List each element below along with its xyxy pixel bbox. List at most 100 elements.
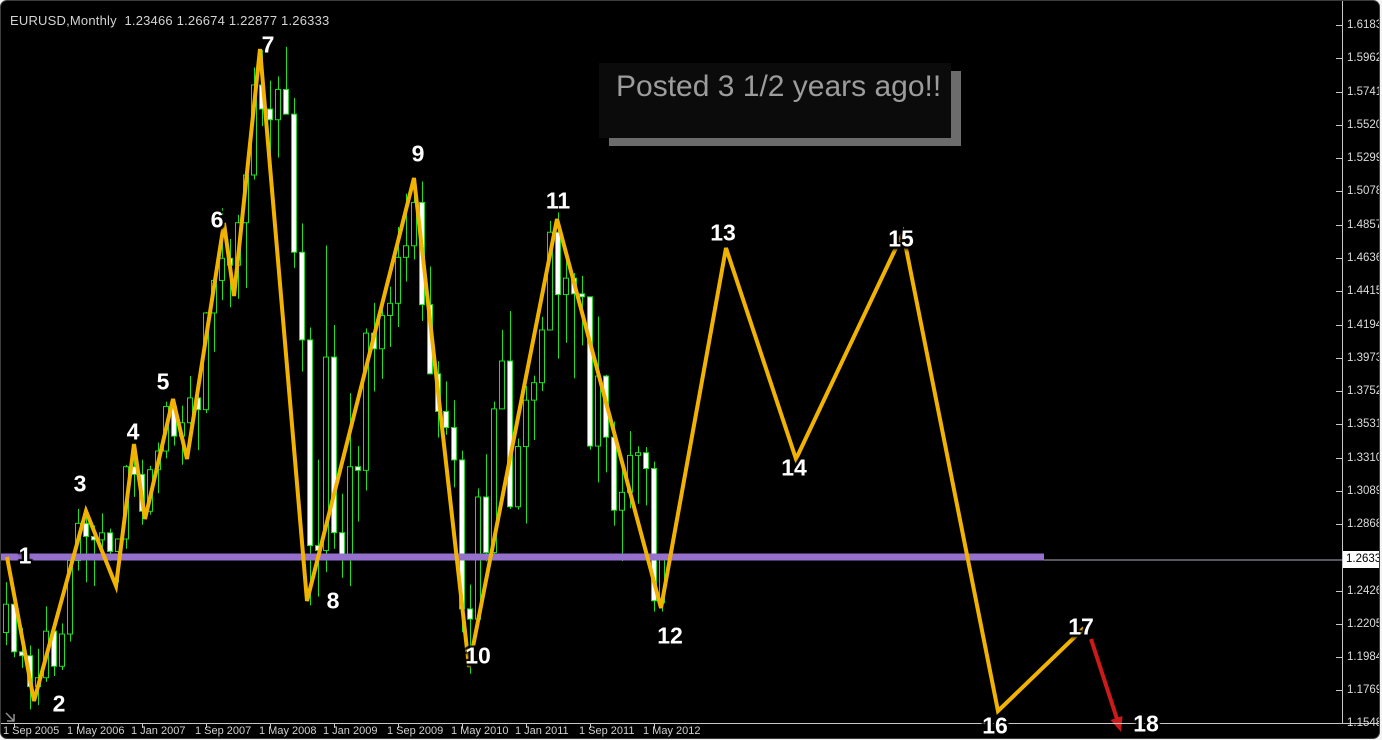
candle-body bbox=[467, 608, 473, 620]
y-axis-label: 1.35310 bbox=[1347, 418, 1379, 430]
candle-body bbox=[67, 560, 73, 635]
y-axis-label: 1.57410 bbox=[1347, 86, 1379, 98]
y-axis-label: 1.19840 bbox=[1347, 651, 1379, 663]
candle-body bbox=[107, 532, 113, 552]
candle-body bbox=[291, 113, 297, 253]
y-axis-label: 1.37520 bbox=[1347, 385, 1379, 397]
candle-body bbox=[347, 466, 353, 555]
wave-number-label-3: 3 bbox=[73, 470, 87, 497]
y-axis-label: 1.28680 bbox=[1347, 518, 1379, 530]
candle-body bbox=[555, 231, 561, 296]
y-axis-label: 1.22050 bbox=[1347, 618, 1379, 630]
candle-body bbox=[587, 296, 593, 447]
candle-body bbox=[507, 360, 513, 508]
y-axis-label: 1.17695 bbox=[1347, 684, 1379, 696]
wave-number-label-15: 15 bbox=[888, 225, 914, 252]
wave-number-label-6: 6 bbox=[210, 206, 224, 233]
y-axis-label: 1.30890 bbox=[1347, 485, 1379, 497]
y-axis-label: 1.59620 bbox=[1347, 52, 1379, 64]
wave-number-label-8: 8 bbox=[326, 587, 340, 614]
wave-number-label-14: 14 bbox=[781, 454, 807, 481]
candle-body bbox=[547, 231, 553, 331]
candle-body bbox=[379, 315, 385, 350]
candle-body bbox=[539, 329, 545, 384]
candle-body bbox=[563, 277, 569, 296]
wave-number-label-4: 4 bbox=[126, 418, 140, 445]
candle-body bbox=[307, 339, 313, 547]
candle-body bbox=[187, 397, 193, 424]
candle-body bbox=[611, 436, 617, 511]
x-axis-label: 1 Sep 2007 bbox=[195, 725, 252, 737]
x-axis-label: 1 Sep 2005 bbox=[3, 725, 60, 737]
x-axis-label: 1 Sep 2011 bbox=[579, 725, 635, 737]
candle-body bbox=[403, 245, 409, 258]
candle-body bbox=[443, 410, 449, 429]
x-axis-label: 1 May 2012 bbox=[643, 725, 701, 737]
wave-number-label-2: 2 bbox=[52, 690, 66, 717]
annotation-banner-text: Posted 3 1/2 years ago!! bbox=[616, 70, 942, 103]
y-axis-label: 1.50780 bbox=[1347, 185, 1379, 197]
x-axis-label: 1 Jan 2007 bbox=[131, 725, 186, 737]
candle-body bbox=[219, 257, 225, 281]
y-axis-label: 1.55200 bbox=[1347, 119, 1379, 131]
candle-body bbox=[331, 356, 337, 534]
candle-body bbox=[3, 603, 9, 634]
x-axis-label: 1 May 2006 bbox=[67, 725, 125, 737]
candle-body bbox=[99, 532, 105, 541]
candle-body bbox=[59, 633, 65, 667]
candle-body bbox=[531, 382, 537, 401]
candle-body bbox=[387, 302, 393, 317]
candle-body bbox=[483, 496, 489, 554]
y-axis-label: 1.48570 bbox=[1347, 219, 1379, 231]
candle-body bbox=[267, 108, 273, 121]
wave-number-label-17: 17 bbox=[1068, 613, 1094, 640]
y-axis-label: 1.41940 bbox=[1347, 319, 1379, 331]
annotation-banner[interactable]: Posted 3 1/2 years ago!! bbox=[599, 63, 951, 138]
scroll-anchor-icon bbox=[5, 712, 15, 722]
y-axis-label: 1.39730 bbox=[1347, 352, 1379, 364]
wave-number-label-7: 7 bbox=[261, 31, 275, 58]
y-axis-label: 1.44150 bbox=[1347, 285, 1379, 297]
wave-number-label-5: 5 bbox=[156, 368, 170, 395]
candle-body bbox=[491, 408, 497, 554]
x-axis-label: 1 May 2008 bbox=[259, 725, 317, 737]
candle-body bbox=[363, 332, 369, 471]
candle-body bbox=[323, 356, 329, 551]
candle-body bbox=[355, 466, 361, 471]
candle-body bbox=[523, 399, 529, 448]
candle-body bbox=[635, 452, 641, 456]
wave-number-label-18: 18 bbox=[1133, 710, 1159, 737]
candle-body bbox=[395, 256, 401, 304]
x-axis-label: 1 Sep 2009 bbox=[387, 725, 444, 737]
chart-title: EURUSD,Monthly 1.23466 1.26674 1.22877 1… bbox=[10, 13, 330, 28]
wave-number-label-11: 11 bbox=[545, 187, 571, 214]
candle-body bbox=[515, 446, 521, 508]
candle-body bbox=[339, 532, 345, 555]
wave-number-label-10: 10 bbox=[465, 642, 491, 669]
current-price-box: 1.26333 bbox=[1343, 551, 1379, 568]
y-axis-label: 1.24260 bbox=[1347, 585, 1379, 597]
candle-body bbox=[651, 468, 657, 602]
candle-body bbox=[619, 491, 625, 511]
y-axis-label: 1.33100 bbox=[1347, 452, 1379, 464]
forecast-arrow-shaft bbox=[1089, 638, 1119, 720]
candle-body bbox=[643, 452, 649, 470]
x-axis-label: 1 Jan 2009 bbox=[323, 725, 378, 737]
wave-number-label-1: 1 bbox=[18, 542, 32, 569]
candle-body bbox=[283, 88, 289, 115]
y-axis-label: 1.15485 bbox=[1347, 717, 1379, 729]
candle-body bbox=[275, 88, 281, 121]
wave-number-label-9: 9 bbox=[411, 140, 425, 167]
candle-body bbox=[83, 522, 89, 537]
y-axis-label: 1.61830 bbox=[1347, 19, 1379, 31]
candle-body bbox=[299, 251, 305, 341]
candle-body bbox=[499, 360, 505, 410]
wave-number-label-13: 13 bbox=[710, 219, 736, 246]
zigzag-line bbox=[5, 48, 1086, 715]
x-axis-label: 1 May 2010 bbox=[451, 725, 509, 737]
wave-number-label-12: 12 bbox=[657, 622, 683, 649]
wave-number-label-16: 16 bbox=[982, 712, 1008, 739]
candle-body bbox=[579, 293, 585, 298]
